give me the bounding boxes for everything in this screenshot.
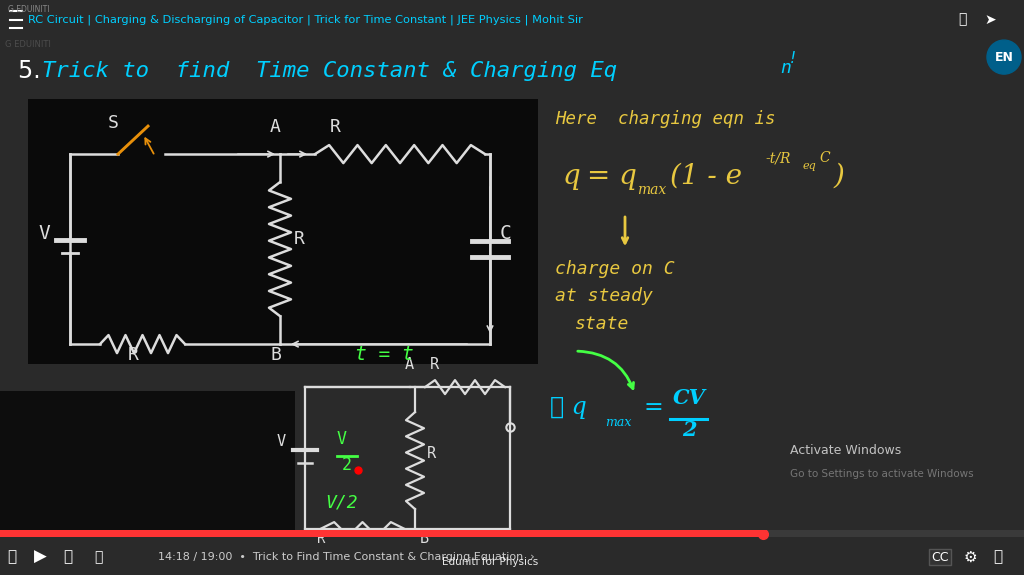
Text: 2: 2 (342, 456, 352, 474)
Text: B: B (420, 531, 429, 546)
Text: V: V (337, 430, 347, 448)
Text: ): ) (833, 163, 844, 190)
Text: 5.: 5. (18, 59, 48, 83)
Text: R: R (294, 230, 305, 248)
Text: S: S (108, 114, 119, 132)
Bar (0, 530, 1024, 537)
Text: n: n (780, 59, 791, 77)
Text: ∴ q: ∴ q (550, 396, 587, 419)
Text: ⏭: ⏭ (63, 550, 73, 565)
Text: Go to Settings to activate Windows: Go to Settings to activate Windows (790, 469, 974, 479)
Bar (28, 99, 538, 364)
Text: RC Circuit | Charging & Discharging of Capacitor | Trick for Time Constant | JEE: RC Circuit | Charging & Discharging of C… (28, 14, 583, 25)
Text: charge on C: charge on C (555, 260, 675, 278)
Text: = q: = q (587, 163, 637, 190)
Text: R: R (317, 532, 326, 546)
Text: CV: CV (673, 388, 706, 408)
Text: G EDUINITI: G EDUINITI (8, 5, 49, 14)
Text: t = t: t = t (355, 345, 414, 364)
Text: q: q (563, 163, 581, 190)
Text: eq: eq (803, 161, 817, 171)
Text: A: A (406, 357, 414, 372)
Text: 14:18 / 19:00  •  Trick to Find Time Constant & Charging Equation  ›: 14:18 / 19:00 • Trick to Find Time Const… (158, 552, 535, 562)
Bar (0, 391, 295, 530)
Text: V: V (38, 224, 50, 243)
Text: C: C (819, 151, 829, 165)
Text: Activate Windows: Activate Windows (790, 444, 901, 457)
Text: ⛶: ⛶ (993, 550, 1002, 565)
Text: CC: CC (931, 550, 949, 564)
Text: A: A (270, 118, 281, 136)
Text: at steady: at steady (555, 287, 653, 305)
Text: ➤: ➤ (984, 13, 995, 26)
Text: V: V (278, 434, 286, 449)
Text: state: state (575, 315, 630, 333)
Text: V/2: V/2 (325, 493, 357, 511)
Text: R: R (330, 118, 341, 136)
Text: ⏮: ⏮ (7, 550, 16, 565)
Text: EN: EN (994, 51, 1014, 64)
Text: !: ! (790, 51, 796, 66)
Text: R: R (430, 357, 439, 372)
Text: max: max (637, 183, 667, 197)
Text: 2: 2 (682, 420, 696, 440)
Text: G EDUINITI: G EDUINITI (5, 40, 51, 49)
Text: R: R (427, 446, 436, 461)
Text: -t/R: -t/R (765, 151, 791, 165)
Text: Here  charging eqn is: Here charging eqn is (555, 110, 775, 128)
Text: 🔊: 🔊 (94, 550, 102, 564)
Text: Trick to  find  Time Constant & Charging Eq: Trick to find Time Constant & Charging E… (42, 61, 617, 81)
Bar (0, 530, 763, 537)
Text: 🕐: 🕐 (957, 13, 967, 26)
Text: ▶: ▶ (34, 548, 46, 566)
Circle shape (987, 40, 1021, 74)
Text: C: C (500, 224, 512, 243)
Text: (1 - e: (1 - e (670, 163, 742, 190)
Text: B: B (270, 346, 281, 364)
Text: max: max (605, 416, 632, 429)
Text: =: = (643, 396, 663, 419)
Text: ⚙: ⚙ (964, 550, 977, 565)
Text: R: R (128, 346, 139, 364)
Text: Eduniti for Physics: Eduniti for Physics (442, 557, 539, 567)
